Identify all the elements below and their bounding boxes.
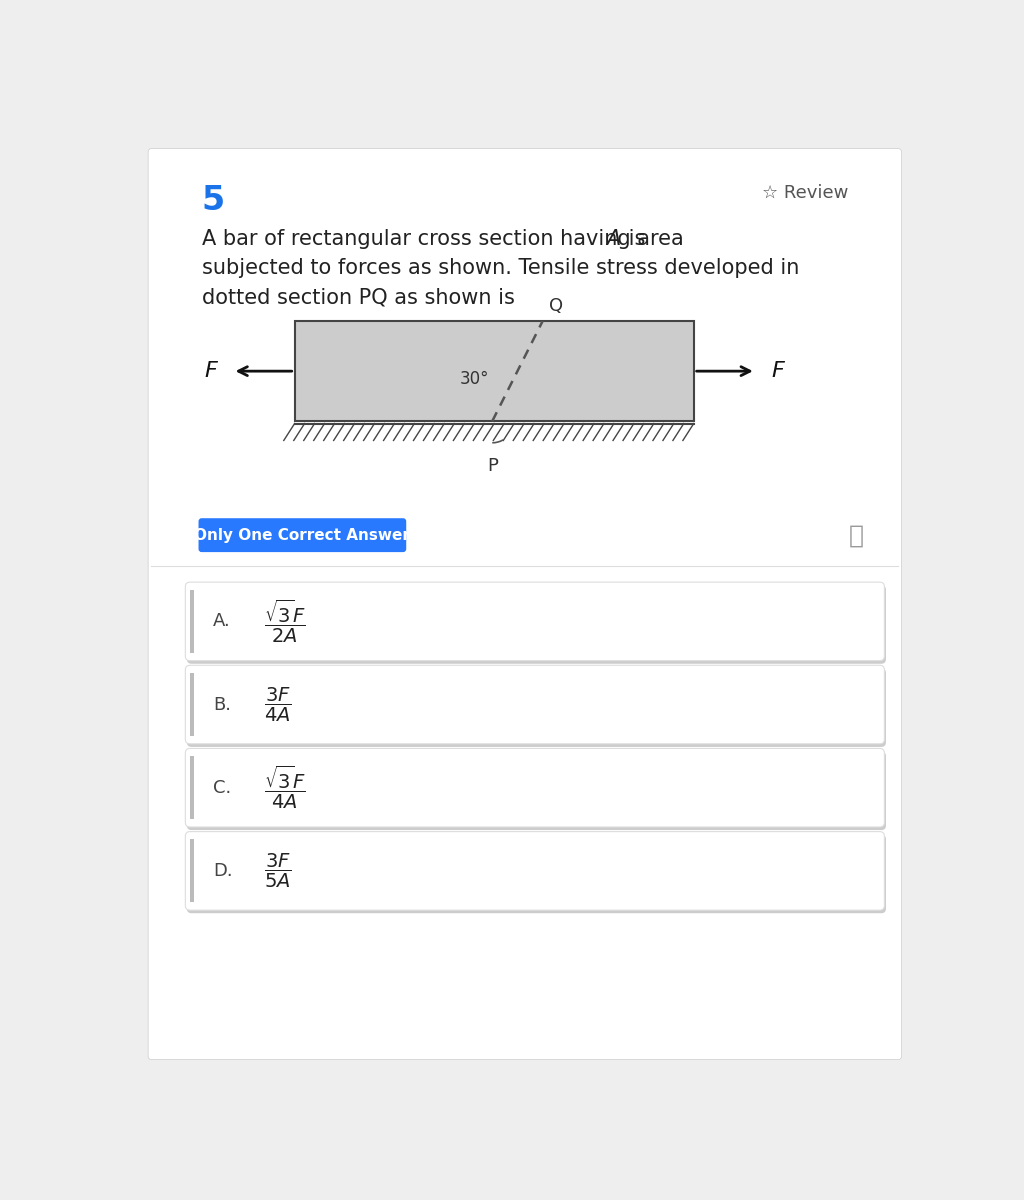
Text: ⓘ: ⓘ [849, 523, 864, 547]
Text: F: F [205, 361, 217, 382]
Text: Only One Correct Answer: Only One Correct Answer [195, 528, 411, 542]
Text: C.: C. [213, 779, 231, 797]
Text: $A$: $A$ [604, 229, 621, 248]
Bar [190, 673, 194, 736]
Bar [190, 839, 194, 902]
FancyBboxPatch shape [185, 582, 885, 661]
Text: A bar of rectangular cross section having area: A bar of rectangular cross section havin… [202, 229, 690, 248]
Text: subjected to forces as shown. Tensile stress developed in: subjected to forces as shown. Tensile st… [202, 258, 799, 278]
Text: Q: Q [549, 296, 563, 314]
Bar [190, 590, 194, 653]
Text: 5: 5 [202, 184, 225, 217]
Text: $\dfrac{\sqrt{3}F}{2A}$: $\dfrac{\sqrt{3}F}{2A}$ [263, 598, 306, 646]
FancyBboxPatch shape [199, 518, 407, 552]
Text: $\dfrac{3F}{5A}$: $\dfrac{3F}{5A}$ [263, 852, 292, 890]
FancyBboxPatch shape [185, 749, 885, 827]
FancyBboxPatch shape [187, 835, 886, 913]
Text: P: P [486, 457, 498, 475]
FancyBboxPatch shape [187, 668, 886, 746]
FancyBboxPatch shape [148, 149, 901, 1060]
FancyBboxPatch shape [185, 665, 885, 744]
Text: A.: A. [213, 612, 231, 630]
Text: ☆ Review: ☆ Review [763, 184, 849, 202]
FancyBboxPatch shape [185, 832, 885, 910]
Text: B.: B. [213, 696, 231, 714]
FancyBboxPatch shape [187, 586, 886, 664]
Text: F: F [771, 361, 784, 382]
Text: is: is [623, 229, 646, 248]
Bar [190, 756, 194, 820]
Text: $\dfrac{3F}{4A}$: $\dfrac{3F}{4A}$ [263, 685, 292, 724]
Text: D.: D. [213, 862, 232, 880]
Text: 30°: 30° [460, 370, 489, 388]
FancyBboxPatch shape [187, 751, 886, 830]
Bar [295, 322, 693, 421]
Text: dotted section PQ as shown is: dotted section PQ as shown is [202, 287, 514, 307]
Text: $\dfrac{\sqrt{3}F}{4A}$: $\dfrac{\sqrt{3}F}{4A}$ [263, 764, 306, 811]
